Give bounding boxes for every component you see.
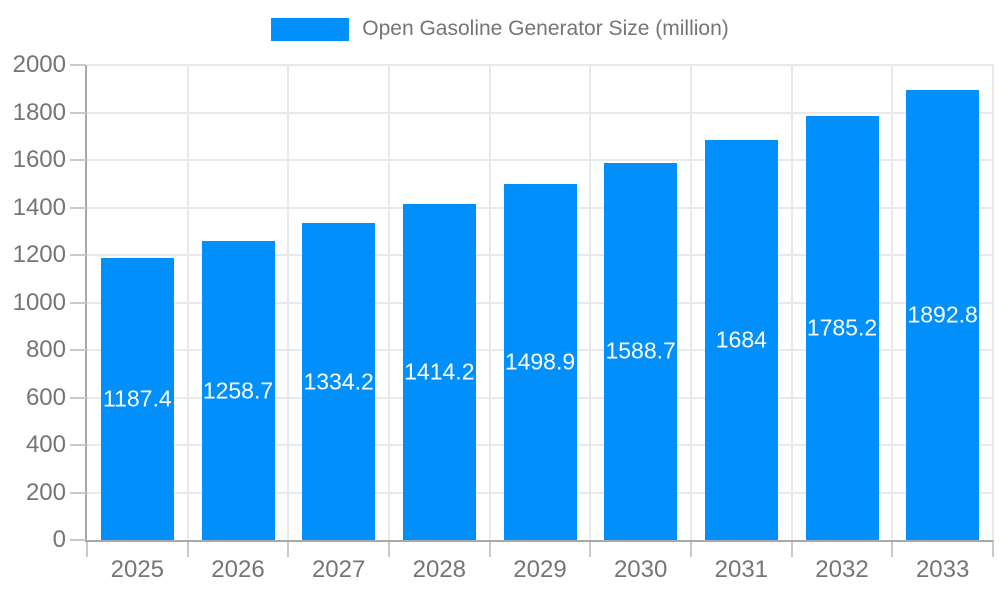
y-axis-tick-label: 400 bbox=[25, 431, 66, 458]
gridline-vertical bbox=[690, 65, 692, 540]
bar-2029[interactable]: 1498.9 bbox=[503, 184, 577, 540]
y-axis-tick-label: 1600 bbox=[12, 146, 66, 173]
bar-2026[interactable]: 1258.7 bbox=[201, 241, 275, 540]
y-axis-tick bbox=[70, 254, 86, 256]
y-axis-tick-label: 200 bbox=[25, 478, 66, 506]
y-axis-tick-label: 2000 bbox=[12, 51, 66, 78]
bar-2025[interactable]: 1187.4 bbox=[100, 258, 174, 540]
x-axis-tick-label: 2028 bbox=[412, 556, 467, 583]
gridline-horizontal bbox=[87, 64, 993, 66]
y-axis-tick-label: 800 bbox=[25, 336, 66, 363]
x-axis-tick bbox=[891, 540, 894, 557]
x-axis-tick-label: 2025 bbox=[110, 556, 165, 583]
gridline-vertical bbox=[186, 65, 189, 540]
bar-2027[interactable]: 1334.2 bbox=[302, 223, 376, 540]
gridline-vertical bbox=[992, 65, 994, 540]
y-axis-tick bbox=[70, 539, 86, 541]
y-axis-tick bbox=[70, 301, 86, 304]
bar-data-label: 1258.7 bbox=[202, 377, 274, 404]
x-axis-tick bbox=[589, 540, 592, 557]
bar-data-label: 1414.2 bbox=[404, 358, 475, 385]
bar-data-label: 1334.2 bbox=[303, 368, 374, 395]
gridline-vertical bbox=[388, 65, 390, 540]
x-axis-tick-label: 2031 bbox=[714, 556, 769, 583]
x-axis-tick bbox=[690, 540, 692, 557]
y-axis-line bbox=[85, 65, 87, 540]
y-axis-tick bbox=[70, 444, 86, 446]
bar-2033[interactable]: 1892.8 bbox=[906, 90, 980, 540]
x-axis-tick bbox=[388, 540, 390, 557]
y-axis-tick bbox=[70, 159, 86, 161]
x-axis-tick bbox=[86, 540, 88, 557]
gridline-horizontal bbox=[87, 111, 993, 114]
bar-2028[interactable]: 1414.2 bbox=[402, 204, 476, 540]
bar-data-label: 1187.4 bbox=[103, 385, 172, 412]
y-axis-tick bbox=[70, 491, 86, 494]
gridline-horizontal bbox=[87, 159, 993, 161]
gridline-vertical bbox=[287, 65, 290, 540]
x-axis-tick-label: 2032 bbox=[815, 556, 869, 583]
gridline-vertical bbox=[790, 65, 793, 540]
bar-2031[interactable]: 1684 bbox=[704, 140, 778, 540]
y-axis-tick-label: 1800 bbox=[12, 98, 66, 126]
x-axis-tick bbox=[186, 540, 189, 557]
y-axis-tick bbox=[70, 111, 86, 114]
y-axis-tick-label: 0 bbox=[52, 526, 66, 553]
x-axis-tick-label: 2029 bbox=[513, 556, 567, 583]
x-axis-tick bbox=[992, 540, 994, 557]
bar-data-label: 1498.9 bbox=[504, 348, 576, 375]
legend-swatch bbox=[271, 17, 350, 41]
y-axis-tick bbox=[70, 206, 86, 209]
x-axis-tick-label: 2026 bbox=[211, 556, 265, 583]
y-axis-tick-label: 1400 bbox=[12, 193, 66, 221]
x-axis-tick-label: 2030 bbox=[613, 556, 668, 583]
plot-area: 1187.4 1258.7 1334.2 1414.2 1498.9 1588.7 1684… bbox=[85, 64, 994, 542]
bar-2030[interactable]: 1588.7 bbox=[604, 162, 678, 540]
x-axis-tick-label: 2027 bbox=[311, 556, 366, 583]
y-axis-tick bbox=[70, 64, 86, 66]
bar-data-label: 1588.7 bbox=[605, 337, 676, 364]
y-axis-tick bbox=[70, 396, 86, 399]
x-axis-tick-label: 2033 bbox=[915, 556, 970, 583]
x-axis-line bbox=[85, 540, 993, 542]
legend-label: Open Gasoline Generator Size (million) bbox=[362, 17, 729, 40]
x-axis-tick bbox=[790, 540, 793, 557]
y-axis-tick bbox=[70, 349, 86, 351]
y-axis-tick-label: 1200 bbox=[12, 241, 66, 268]
y-axis-tick-label: 600 bbox=[25, 383, 66, 411]
gridline-vertical bbox=[589, 65, 592, 540]
legend[interactable]: Open Gasoline Generator Size (million) bbox=[0, 17, 1000, 41]
bar-data-label: 1892.8 bbox=[907, 301, 978, 328]
gridline-vertical bbox=[488, 65, 491, 540]
x-axis-tick bbox=[488, 540, 491, 557]
gridline-vertical bbox=[891, 65, 894, 540]
x-axis-tick bbox=[287, 540, 290, 557]
bar-data-label: 1684 bbox=[715, 326, 767, 353]
y-axis-tick-label: 1000 bbox=[12, 288, 66, 316]
bar-data-label: 1785.2 bbox=[806, 314, 878, 341]
bar-2032[interactable]: 1785.2 bbox=[805, 116, 879, 540]
